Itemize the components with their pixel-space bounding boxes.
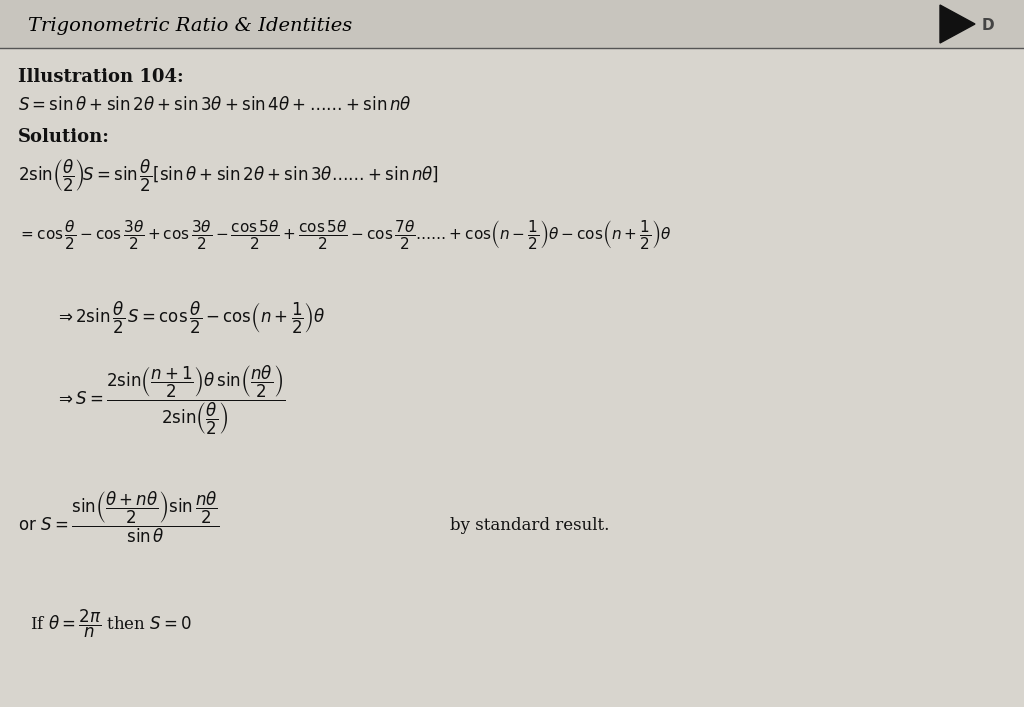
Text: Solution:: Solution: xyxy=(18,128,110,146)
Text: $\Rightarrow S = \dfrac{2\sin\!\left(\dfrac{n+1}{2}\right)\theta\,\sin\!\left(\d: $\Rightarrow S = \dfrac{2\sin\!\left(\df… xyxy=(55,363,286,437)
Text: $\mathrm{or}\ S = \dfrac{\sin\!\left(\dfrac{\theta + n\theta}{2}\right)\sin\dfra: $\mathrm{or}\ S = \dfrac{\sin\!\left(\df… xyxy=(18,490,220,545)
Text: $2\sin\!\left(\dfrac{\theta}{2}\right)\!S = \sin\dfrac{\theta}{2}\left[\sin\thet: $2\sin\!\left(\dfrac{\theta}{2}\right)\!… xyxy=(18,158,439,194)
Text: D: D xyxy=(982,18,994,33)
Polygon shape xyxy=(940,5,975,43)
Text: $S = \sin\theta + \sin2\theta + \sin3\theta + \sin4\theta + \ldots\ldots + \sin : $S = \sin\theta + \sin2\theta + \sin3\th… xyxy=(18,96,412,114)
Text: Illustration 104:: Illustration 104: xyxy=(18,68,183,86)
Bar xyxy=(0,0,1024,48)
Text: $\Rightarrow 2\sin\dfrac{\theta}{2}\,S = \cos\dfrac{\theta}{2} - \cos\!\left(n +: $\Rightarrow 2\sin\dfrac{\theta}{2}\,S =… xyxy=(55,300,326,337)
Text: by standard result.: by standard result. xyxy=(450,517,609,534)
Text: Trigonometric Ratio & Identities: Trigonometric Ratio & Identities xyxy=(28,17,352,35)
Text: $= \cos\dfrac{\theta}{2} - \cos\dfrac{3\theta}{2} + \cos\dfrac{3\theta}{2} - \df: $= \cos\dfrac{\theta}{2} - \cos\dfrac{3\… xyxy=(18,218,672,251)
Text: If $\theta = \dfrac{2\pi}{n}$ then $S = 0$: If $\theta = \dfrac{2\pi}{n}$ then $S = … xyxy=(30,608,193,641)
